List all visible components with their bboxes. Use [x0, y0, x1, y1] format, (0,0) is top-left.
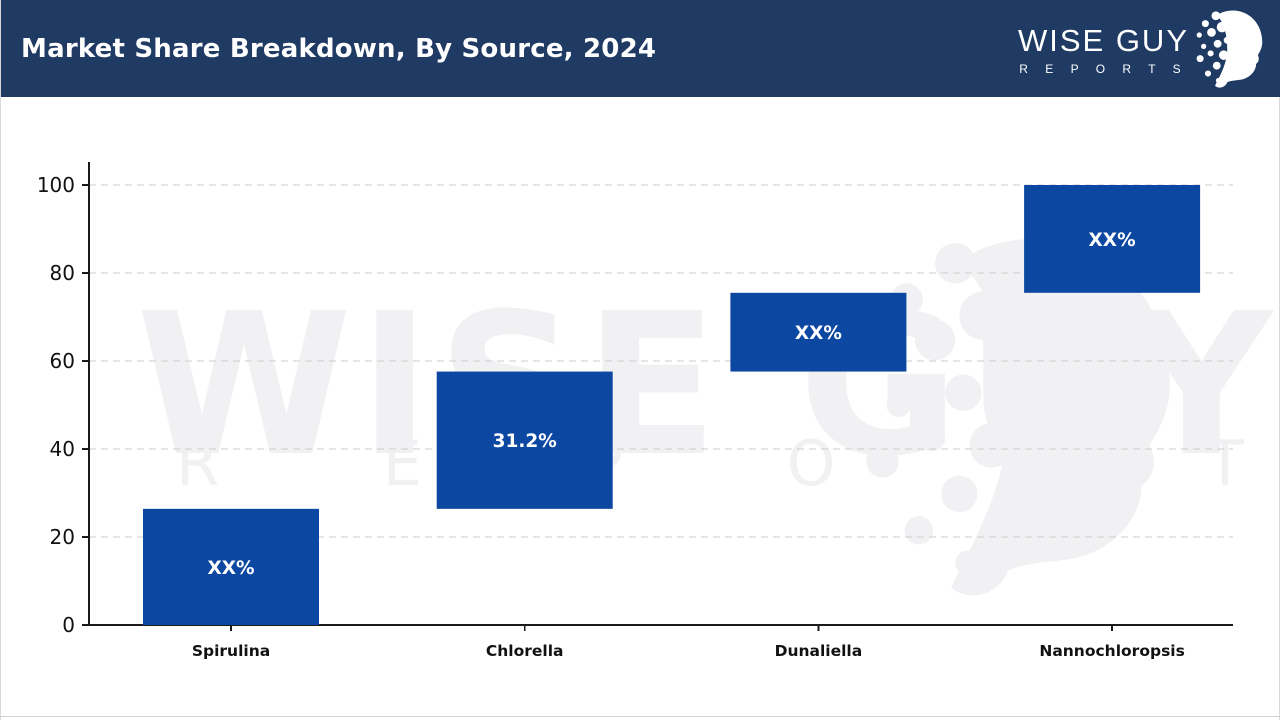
wiseguy-logo: WISE GUY R E P O R T S: [1018, 6, 1267, 92]
x-tick-label-spirulina: Spirulina: [192, 642, 270, 660]
x-tick-label-dunaliella: Dunaliella: [775, 642, 863, 660]
bar-label-dunaliella: XX%: [795, 323, 842, 344]
y-tick-label-80: 80: [50, 261, 75, 285]
y-tick-label-40: 40: [50, 437, 75, 461]
page-title: Market Share Breakdown, By Source, 2024: [21, 33, 657, 64]
bar-label-spirulina: XX%: [207, 558, 254, 579]
x-tick-label-chlorella: Chlorella: [486, 642, 564, 660]
bar-label-nannochloropsis: XX%: [1089, 230, 1136, 251]
y-tick-label-100: 100: [37, 173, 75, 197]
bottom-divider: [1, 716, 1280, 717]
bar-dunaliella: [730, 292, 907, 372]
y-tick-label-0: 0: [62, 613, 75, 637]
x-tick-label-nannochloropsis: Nannochloropsis: [1039, 642, 1185, 660]
logo-primary-text: WISE GUY: [1017, 22, 1189, 58]
y-tick-label-20: 20: [50, 525, 75, 549]
bar-spirulina: [143, 508, 319, 625]
logo-secondary-text: R E P O R T S: [1019, 61, 1188, 76]
bar-nannochloropsis: [1024, 185, 1201, 293]
wiseguy-logo-text: WISE GUY R E P O R T S: [1018, 23, 1189, 76]
bar-chlorella: [436, 371, 613, 509]
bar-label-chlorella: 31.2%: [493, 431, 557, 452]
y-tick-label-60: 60: [50, 349, 75, 373]
watermark-layer: WISE GUY R E P O R T S: [1, 97, 1280, 717]
header-bar: Market Share Breakdown, By Source, 2024 …: [1, 0, 1280, 97]
dotted-face-profile-icon: [1191, 7, 1267, 91]
